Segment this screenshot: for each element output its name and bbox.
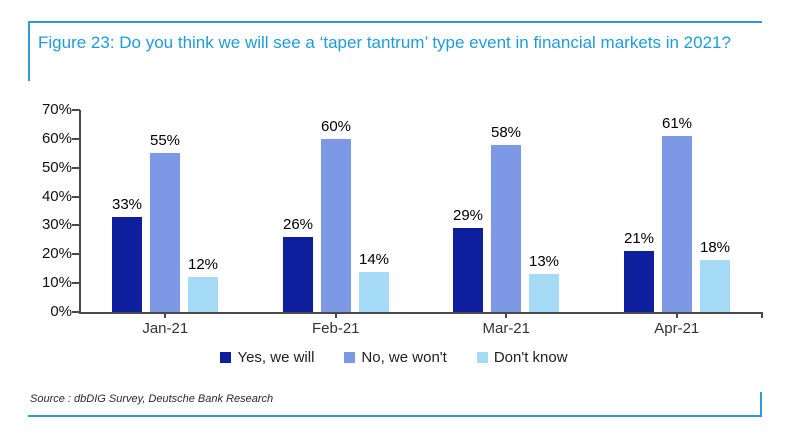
legend-swatch-icon	[344, 352, 356, 363]
x-axis-label: Mar-21	[482, 320, 530, 337]
y-axis-tick	[72, 166, 80, 169]
frame-right-rule	[760, 392, 762, 417]
y-axis-tick-label: 60%	[41, 129, 72, 147]
y-axis-tick	[72, 109, 80, 111]
bar	[453, 228, 483, 312]
bar-value-label: 61%	[661, 115, 693, 132]
x-axis-end-tick	[761, 312, 763, 318]
frame-bottom-rule	[28, 415, 762, 417]
figure-title: Figure 23: Do you think we will see a ‘t…	[38, 33, 731, 52]
x-axis-tick	[675, 312, 678, 318]
y-axis-tick-label: 70%	[41, 101, 72, 118]
y-axis-tick	[72, 311, 80, 313]
bar-value-label: 18%	[699, 239, 731, 256]
legend-item: Yes, we will	[220, 349, 314, 366]
source-note: Source : dbDIG Survey, Deutsche Bank Res…	[30, 393, 274, 405]
legend-swatch-icon	[476, 352, 488, 363]
bar-value-label: 60%	[320, 118, 352, 135]
bar	[529, 274, 559, 312]
bar	[624, 251, 654, 312]
bar	[700, 260, 730, 312]
bar-value-label: 14%	[358, 251, 390, 268]
y-axis-tick-label: 10%	[41, 274, 72, 292]
bar	[150, 153, 180, 312]
bar	[662, 136, 692, 312]
x-axis-label: Jan-21	[142, 320, 189, 337]
legend-label: Don't know	[493, 349, 568, 366]
bar	[188, 277, 218, 312]
y-axis-tick	[72, 282, 80, 285]
y-axis-tick	[72, 253, 80, 256]
x-axis-line	[79, 312, 763, 314]
y-axis-tick-label: 40%	[41, 187, 72, 205]
y-axis-line	[79, 110, 81, 314]
legend-label: Yes, we will	[237, 349, 315, 366]
chart-legend: Yes, we will No, we won't Don't know	[0, 349, 788, 366]
legend-label: No, we won't	[361, 349, 447, 366]
bar-value-label: 29%	[452, 207, 484, 224]
y-axis-tick	[72, 224, 80, 227]
frame-left-rule	[28, 21, 30, 81]
x-axis-tick	[505, 312, 508, 318]
bar-value-label: 33%	[111, 196, 143, 213]
bar-value-label: 58%	[490, 124, 522, 141]
bar	[321, 139, 351, 312]
bar-value-label: 55%	[149, 132, 181, 149]
y-axis-tick	[72, 195, 80, 198]
y-axis-tick-label: 30%	[41, 216, 72, 234]
bar	[112, 217, 142, 312]
legend-item: No, we won't	[344, 349, 447, 366]
bar	[359, 272, 389, 312]
x-axis-label: Feb-21	[311, 320, 360, 337]
y-axis-tick	[72, 137, 80, 140]
legend-item: Don't know	[476, 349, 568, 366]
x-axis-label: Apr-21	[654, 320, 700, 337]
bar-value-label: 21%	[623, 230, 655, 247]
bar-value-label: 26%	[282, 216, 314, 233]
frame-top-rule	[28, 21, 762, 23]
x-axis-tick	[334, 312, 337, 318]
bar	[491, 145, 521, 312]
bar-value-label: 12%	[187, 256, 219, 273]
bar-value-label: 13%	[528, 253, 560, 270]
y-axis-tick-label: 50%	[41, 158, 72, 176]
legend-swatch-icon	[220, 352, 232, 363]
y-axis-tick-label: 20%	[41, 245, 72, 263]
bar	[283, 237, 313, 312]
y-axis-tick-label: 0%	[50, 303, 72, 320]
x-axis-tick	[164, 312, 167, 318]
